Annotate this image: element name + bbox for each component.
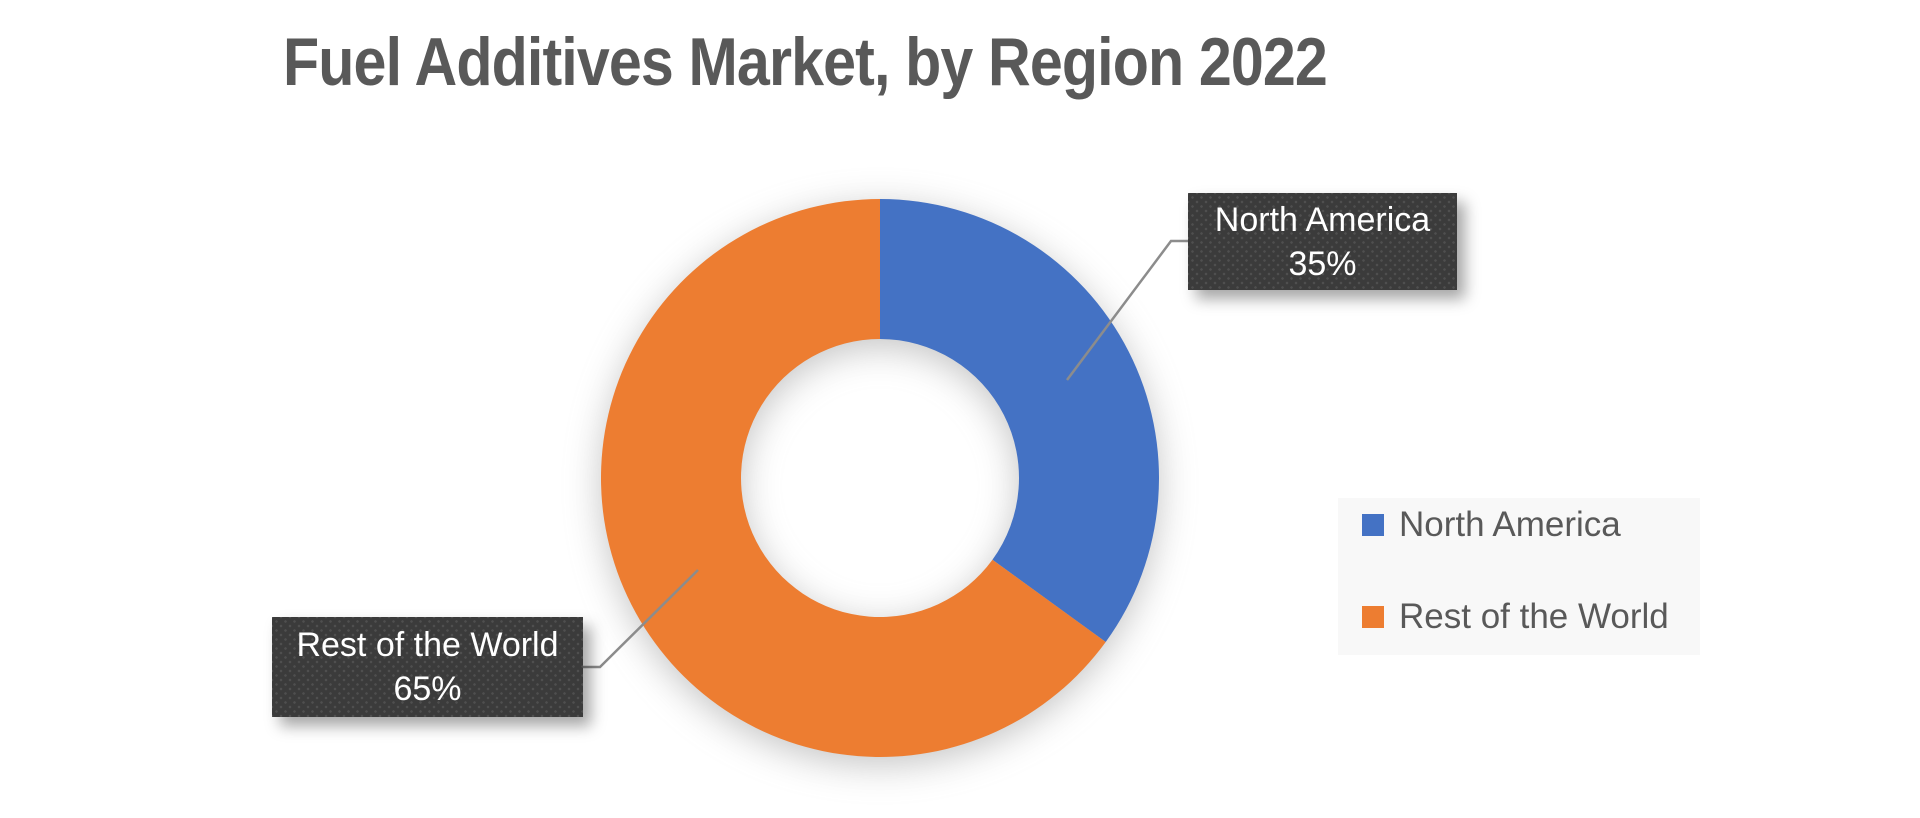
callout-value: 65% bbox=[393, 670, 462, 708]
chart-title: Fuel Additives Market, by Region 2022 bbox=[283, 24, 1328, 100]
leader-line-north-america bbox=[1065, 239, 1188, 381]
callout-label: North America bbox=[1214, 200, 1431, 239]
legend-label: North America bbox=[1399, 505, 1621, 544]
callout-label: Rest of the World bbox=[296, 626, 559, 664]
legend-label: Rest of the World bbox=[1399, 597, 1669, 636]
legend-swatch-north-america bbox=[1362, 514, 1384, 536]
callout-value: 35% bbox=[1288, 244, 1357, 283]
legend-item-north-america: North America bbox=[1362, 505, 1621, 544]
legend-item-rest-of-world: Rest of the World bbox=[1362, 597, 1669, 636]
callout-north-america: North America 35% bbox=[1188, 193, 1457, 290]
donut-slice-north-america bbox=[880, 199, 1159, 642]
leader-line-rest-of-world bbox=[583, 569, 699, 669]
legend: North America Rest of the World bbox=[1338, 498, 1700, 655]
donut-slice-rest-of-the-world bbox=[601, 199, 1106, 757]
callout-rest-of-world: Rest of the World 65% bbox=[272, 617, 583, 717]
legend-swatch-rest-of-world bbox=[1362, 606, 1384, 628]
